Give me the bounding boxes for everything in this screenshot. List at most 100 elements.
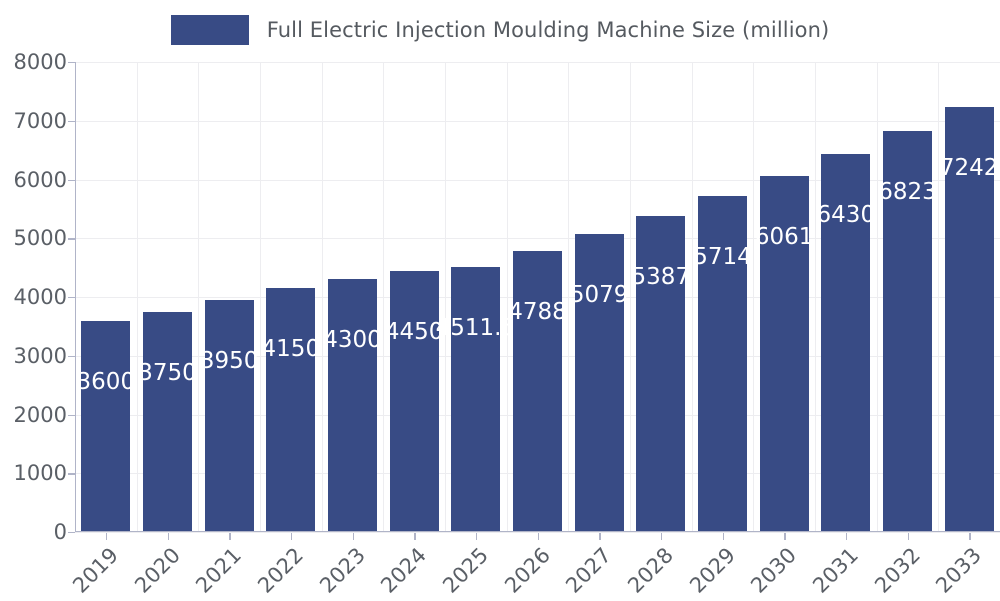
plot-area: 0 1000 2000 3000 4000 5000 6000 7000 8000 3600 37… <box>14 50 1000 544</box>
y-tick-mark <box>68 62 75 64</box>
gridline-vertical <box>876 62 878 532</box>
x-tick-label: 2029 <box>684 543 740 598</box>
bar-column[interactable]: 4511.5 <box>436 62 516 532</box>
bar[interactable] <box>512 250 563 532</box>
bar[interactable] <box>821 154 871 532</box>
y-tick-label: 3000 <box>13 343 67 368</box>
x-tick-label: 2031 <box>808 543 863 598</box>
y-tick-label: 8000 <box>13 50 67 74</box>
y-tick-label: 5000 <box>13 226 67 251</box>
bar-column[interactable]: 5714 <box>693 62 752 532</box>
y-tick-mark <box>68 532 75 534</box>
y-axis-line <box>75 62 77 532</box>
legend-color-swatch-icon <box>170 15 249 45</box>
y-tick-label: 7000 <box>13 108 67 133</box>
gridline-vertical <box>506 62 508 532</box>
bar[interactable] <box>266 288 316 532</box>
gridline-vertical <box>753 62 755 532</box>
bar-column[interactable]: 3950 <box>200 62 258 532</box>
bar-column[interactable]: 4300 <box>323 62 382 532</box>
x-tick-label: 2033 <box>931 543 987 598</box>
legend-entry-series-1[interactable]: Full Electric Injection Moulding Machine… <box>170 15 830 45</box>
bar-column[interactable]: 6430 <box>817 62 875 532</box>
x-tick-mark <box>969 533 971 540</box>
bar-column[interactable]: 6061 <box>755 62 813 532</box>
y-tick-mark <box>68 297 75 299</box>
gridline-vertical <box>445 62 446 532</box>
x-tick-label: 2023 <box>314 543 370 598</box>
x-tick-mark <box>907 533 909 540</box>
bar[interactable] <box>759 175 809 532</box>
x-tick-label: 2030 <box>746 543 802 598</box>
x-axis-line <box>75 531 1000 533</box>
x-tick-mark <box>290 533 293 540</box>
bar-column[interactable]: 7242 <box>940 62 998 532</box>
y-tick-label: 4000 <box>13 285 67 309</box>
y-tick-mark <box>68 414 75 416</box>
bar[interactable] <box>389 270 439 532</box>
x-tick-mark <box>352 533 354 540</box>
x-tick-mark <box>537 533 539 540</box>
bar-column[interactable]: 4150 <box>262 62 320 532</box>
x-tick-mark <box>229 533 231 540</box>
x-axis-labels: 2019 2020 2021 2022 2023 2024 2025 2026 2027 2028… <box>68 533 1000 600</box>
bar[interactable] <box>142 311 193 532</box>
gridline-vertical <box>630 62 631 532</box>
y-tick-mark <box>68 355 75 358</box>
x-tick-mark <box>784 533 786 540</box>
bar[interactable] <box>882 131 933 532</box>
y-tick-label: 2000 <box>13 402 67 427</box>
x-tick-label: 2021 <box>191 543 247 598</box>
gridline-vertical <box>383 62 385 532</box>
x-tick-label: 2019 <box>68 543 123 598</box>
bar[interactable] <box>697 196 748 532</box>
y-tick-mark <box>68 473 75 475</box>
bar[interactable] <box>574 233 624 532</box>
bar-column[interactable]: 3600 <box>77 62 135 532</box>
bar[interactable] <box>451 266 501 532</box>
y-tick-label: 0 <box>53 520 67 544</box>
x-tick-mark <box>845 533 848 540</box>
bar-column[interactable]: 5079 <box>570 62 628 532</box>
bar[interactable] <box>944 106 994 532</box>
x-tick-label: 2022 <box>253 543 308 598</box>
x-tick-mark <box>105 533 108 540</box>
bar[interactable] <box>636 215 686 532</box>
bar-column[interactable]: 5387 <box>632 62 690 532</box>
bar-column[interactable]: 4788 <box>508 62 567 532</box>
gridline-vertical <box>321 62 323 532</box>
gridline-vertical <box>815 62 816 532</box>
gridline-vertical <box>260 62 261 532</box>
gridline-vertical <box>691 62 693 532</box>
x-tick-label: 2025 <box>438 543 493 598</box>
gridline-vertical <box>568 62 570 532</box>
x-tick-label: 2026 <box>499 543 555 598</box>
y-tick-mark <box>68 120 75 123</box>
x-tick-mark <box>167 533 169 540</box>
bar-column[interactable]: 4450 <box>385 62 443 532</box>
x-tick-mark <box>722 533 724 540</box>
gridline-vertical <box>198 62 200 532</box>
bar[interactable] <box>327 279 378 532</box>
bar[interactable] <box>81 320 131 532</box>
x-tick-label: 2020 <box>129 543 185 598</box>
x-tick-label: 2027 <box>561 543 617 598</box>
x-tick-label: 2028 <box>623 543 678 598</box>
x-tick-mark <box>475 533 478 540</box>
bar-column[interactable]: 6823 <box>878 62 937 532</box>
x-tick-mark <box>414 533 416 540</box>
legend-label: Full Electric Injection Moulding Machine… <box>266 18 830 42</box>
y-tick-label: 1000 <box>13 461 67 486</box>
gridline-vertical <box>136 62 138 532</box>
x-tick-mark <box>599 533 601 540</box>
bar[interactable] <box>204 299 254 532</box>
x-tick-label: 2024 <box>376 543 432 598</box>
x-tick-label: 2032 <box>869 543 925 598</box>
y-tick-label: 6000 <box>13 167 67 192</box>
bar-column[interactable]: 3750 <box>138 62 197 532</box>
y-tick-mark <box>68 179 75 181</box>
x-tick-mark <box>660 533 663 540</box>
y-tick-mark <box>68 238 75 240</box>
chart-legend: Full Electric Injection Moulding Machine… <box>0 10 1000 50</box>
